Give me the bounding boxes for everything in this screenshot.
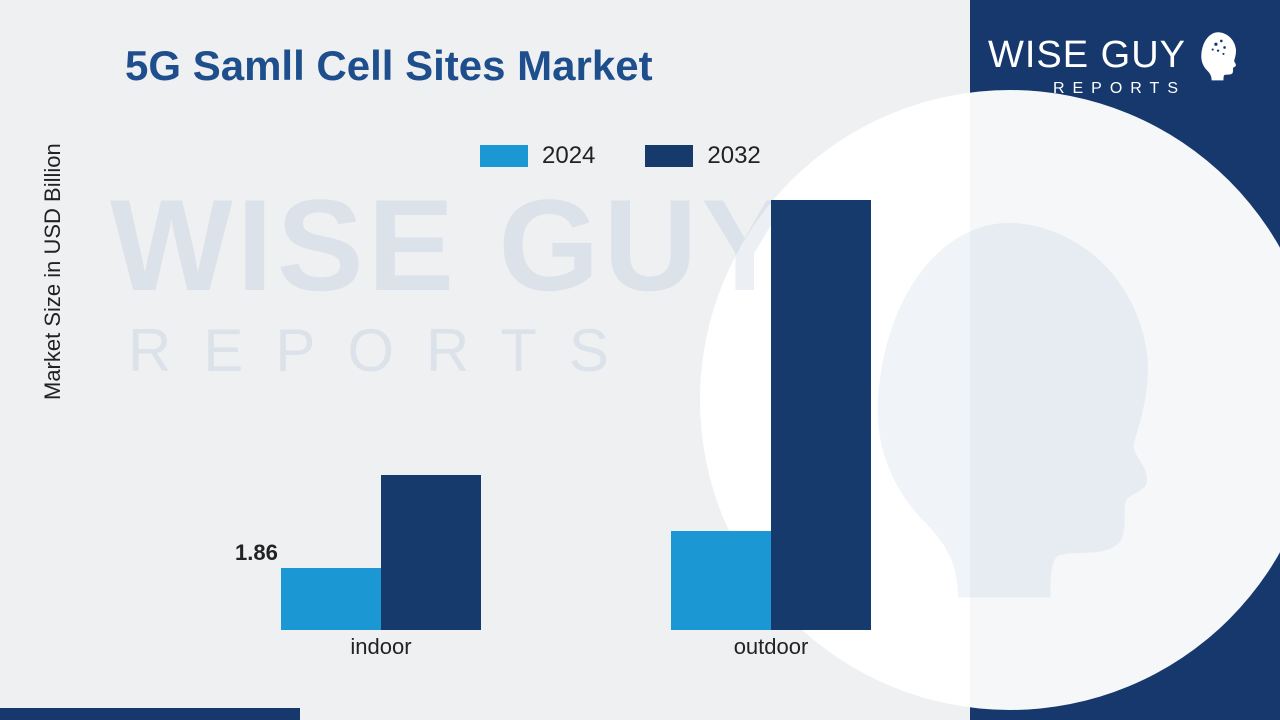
bar [381,475,481,630]
bar-group: indoor [271,475,491,630]
category-label: indoor [271,634,491,660]
plot-area: indoor outdoor 1.86 [180,200,900,630]
bar [771,200,871,630]
bar-chart: Market Size in USD Billion indooroutdoor… [100,160,920,680]
category-label: outdoor [661,634,881,660]
brand-logo: WISE GUY REPORTS [984,28,1244,98]
bar [671,531,771,630]
chart-title: 5G Samll Cell Sites Market [125,42,653,90]
brand-head-icon [1190,28,1244,82]
bar-group: outdoor [661,200,881,630]
brand-logo-main: WISE GUY [984,28,1244,82]
bar [281,568,381,630]
bottom-bar-accent [0,708,300,720]
y-axis-label: Market Size in USD Billion [40,143,66,400]
value-label: 1.86 [235,540,278,566]
brand-logo-text: WISE GUY [988,34,1186,77]
brand-logo-sub: REPORTS [984,80,1186,98]
